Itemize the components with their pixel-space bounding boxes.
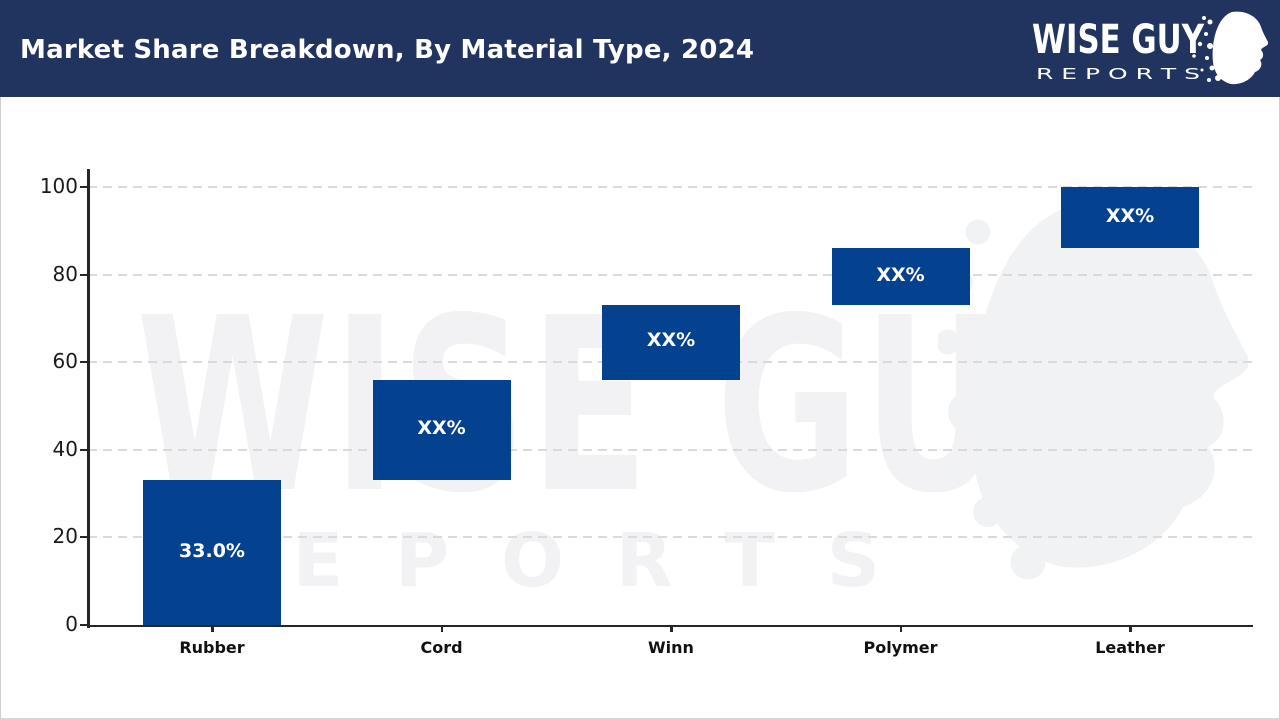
bar-label-winn: XX% [646,329,696,352]
x-axis-line [87,624,1253,627]
watermark-reports-text: R E P O R T S [184,518,894,604]
y-tick-label: 0 [65,612,78,636]
gridline-20 [88,536,1253,539]
bar-polymer [831,248,970,306]
bar-label-polymer: XX% [876,263,925,286]
x-tick-label-winn: Winn [648,638,694,657]
y-axis-line [87,169,90,628]
x-tick-label-cord: Cord [420,638,463,657]
bar-rubber [143,480,281,625]
header-bar: Market Share Breakdown, By Material Type… [0,0,1280,97]
y-tick-mark [80,361,87,364]
gridline-40 [88,448,1253,451]
x-tick-mark [670,625,673,632]
y-tick-label: 20 [52,524,78,549]
x-tick-label-rubber: Rubber [179,638,245,657]
bar-label-rubber: 33.0% [179,539,245,562]
y-tick-mark [80,448,87,451]
logo-head-icon [1192,11,1268,85]
bar-cord [372,379,511,481]
y-tick-label: 40 [52,436,78,461]
gridline-80 [88,273,1253,276]
y-tick-mark [80,536,87,539]
bar-winn [602,305,740,380]
wise-guy-logo: WISE GUY R E P O R T S [1032,11,1268,85]
logo-wiseguy-text: WISE GUY [1032,17,1205,63]
y-tick-mark [80,273,87,276]
x-tick-label-polymer: Polymer [863,638,938,657]
bar-leather [1061,187,1199,249]
bar-label-leather: XX% [1105,204,1155,227]
y-tick-mark [80,624,87,626]
x-tick-mark [211,625,214,632]
y-tick-mark [80,186,87,188]
bar-label-cord: XX% [417,417,466,440]
x-tick-label-leather: Leather [1095,638,1165,657]
x-tick-mark [899,625,902,632]
y-tick-label: 100 [39,174,78,198]
x-tick-mark [440,625,443,632]
x-tick-mark [1129,625,1132,632]
logo-reports-text: R E P O R T S [1036,65,1200,83]
page-title: Market Share Breakdown, By Material Type… [20,35,755,65]
y-tick-label: 80 [52,261,78,286]
gridline-100 [88,186,1253,188]
y-tick-label: 60 [52,349,78,374]
